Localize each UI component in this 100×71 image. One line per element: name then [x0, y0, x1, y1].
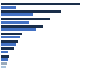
- Bar: [1, 6, 16, 9]
- Bar: [1, 51, 8, 53]
- Bar: [1, 18, 50, 20]
- Bar: [1, 28, 36, 31]
- Bar: [1, 33, 22, 35]
- Bar: [1, 40, 18, 43]
- Bar: [1, 62, 7, 65]
- Bar: [1, 25, 43, 28]
- Bar: [1, 58, 8, 61]
- Bar: [1, 10, 61, 13]
- Bar: [1, 66, 6, 68]
- Bar: [1, 13, 33, 16]
- Bar: [1, 21, 29, 24]
- Bar: [1, 47, 14, 50]
- Bar: [1, 3, 80, 5]
- Bar: [1, 55, 9, 58]
- Bar: [1, 43, 16, 46]
- Bar: [1, 36, 20, 38]
